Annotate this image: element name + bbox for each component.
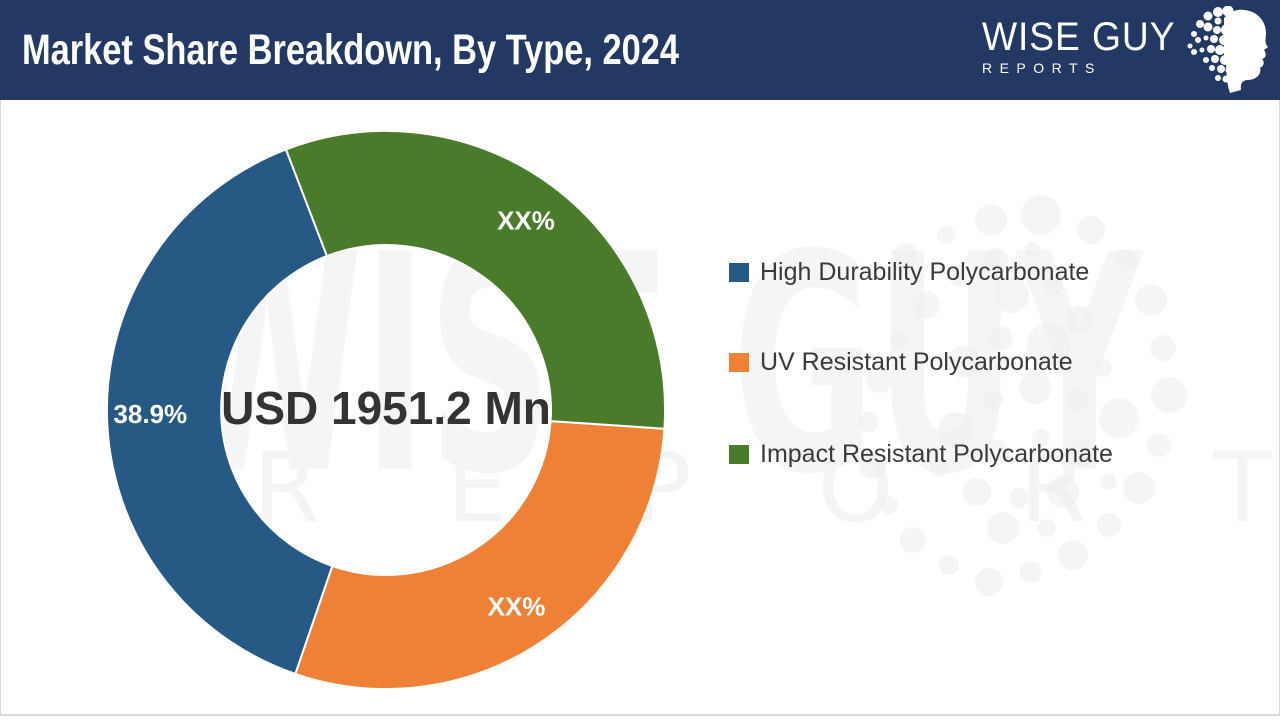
watermark-dot <box>1043 275 1063 295</box>
watermark-dot <box>1115 249 1137 271</box>
legend-item: High Durability Polycarbonate <box>729 258 1089 286</box>
watermark-dot <box>1021 195 1061 235</box>
watermark-dot <box>989 326 1013 350</box>
slice-percentage-label: XX% <box>497 205 555 235</box>
watermark-dot <box>900 527 926 553</box>
legend-item: Impact Resistant Polycarbonate <box>729 440 1113 468</box>
watermark-dot <box>937 226 955 244</box>
watermark-dot <box>1097 513 1121 537</box>
watermark-dot <box>963 478 991 506</box>
watermark-dot <box>993 277 1029 313</box>
watermark-dot <box>866 367 892 393</box>
watermark-dot <box>1038 519 1056 537</box>
watermark-dot <box>1019 372 1051 404</box>
watermark-dot <box>930 459 948 477</box>
legend-label: High Durability Polycarbonate <box>760 257 1090 286</box>
slice-percentage-label: XX% <box>488 591 546 621</box>
donut-chart: 38.9% XX% XX% <box>105 130 666 690</box>
watermark-dot <box>1065 306 1093 334</box>
page-title: Market Share Breakdown, By Type, 2024 <box>22 25 680 74</box>
watermark-dot <box>1020 561 1042 583</box>
watermark-dot <box>1032 429 1050 447</box>
watermark-dot <box>950 269 968 287</box>
watermark-dot <box>1009 488 1029 508</box>
legend-label: Impact Resistant Polycarbonate <box>760 439 1113 468</box>
logo-text: WISE GUY REPORTS <box>982 17 1190 76</box>
donut-slice <box>105 148 334 675</box>
watermark-dot <box>1058 540 1088 570</box>
watermark-head-icon <box>859 195 1187 596</box>
watermark-dot <box>1123 472 1155 504</box>
watermark-dot <box>1101 474 1117 490</box>
legend-item: UV Resistant Polycarbonate <box>729 348 1073 376</box>
watermark-dot <box>1069 438 1097 466</box>
watermark-dot <box>1135 284 1167 316</box>
legend-label: UV Resistant Polycarbonate <box>760 347 1073 376</box>
legend-swatch <box>729 444 749 464</box>
slice-percentage-label: 38.9% <box>113 399 187 429</box>
watermark-dot <box>1150 335 1176 361</box>
legend-swatch <box>729 352 749 372</box>
donut-slice <box>294 420 666 690</box>
watermark-dot <box>938 412 974 448</box>
watermark-dot <box>890 331 908 349</box>
watermark-dot <box>1151 377 1187 413</box>
watermark-dot <box>1047 476 1079 508</box>
legend-swatch <box>729 262 749 282</box>
watermark-dot <box>985 440 1009 464</box>
watermark-dot <box>1147 433 1171 457</box>
logo-head-icon <box>1187 6 1268 93</box>
watermark-dot <box>1025 242 1041 258</box>
watermark-dot <box>1065 388 1089 412</box>
watermark-dot <box>880 496 898 514</box>
donut-slice <box>285 130 666 430</box>
header: Market Share Breakdown, By Type, 2024 WI… <box>0 0 1280 100</box>
watermark-dot <box>912 291 940 319</box>
logo-subname: REPORTS <box>981 60 1102 76</box>
watermark-dot <box>939 555 959 575</box>
watermark-dot <box>1077 216 1105 244</box>
watermark-dot <box>894 243 918 267</box>
watermark-dot <box>984 248 1008 272</box>
watermark-dot <box>975 568 1003 596</box>
watermark-dot <box>975 204 1007 236</box>
watermark-dot <box>947 346 979 378</box>
watermark-dot <box>1094 359 1112 377</box>
watermark-dot <box>983 390 1003 410</box>
donut-center-value: USD 1951.2 Mn <box>221 382 551 434</box>
watermark-dot <box>859 451 887 479</box>
watermark-dot <box>987 512 1019 544</box>
wise-guy-logo: WISE GUY REPORTS <box>982 0 1280 100</box>
logo-name: WISE GUY <box>981 15 1176 59</box>
chart-area: WISE GUY R E P O R T S 38.9%XX%XX% USD 1… <box>0 100 1280 716</box>
watermark-dot <box>1027 323 1071 367</box>
watermark-dot <box>1099 398 1139 438</box>
watermark-dot <box>859 412 879 432</box>
